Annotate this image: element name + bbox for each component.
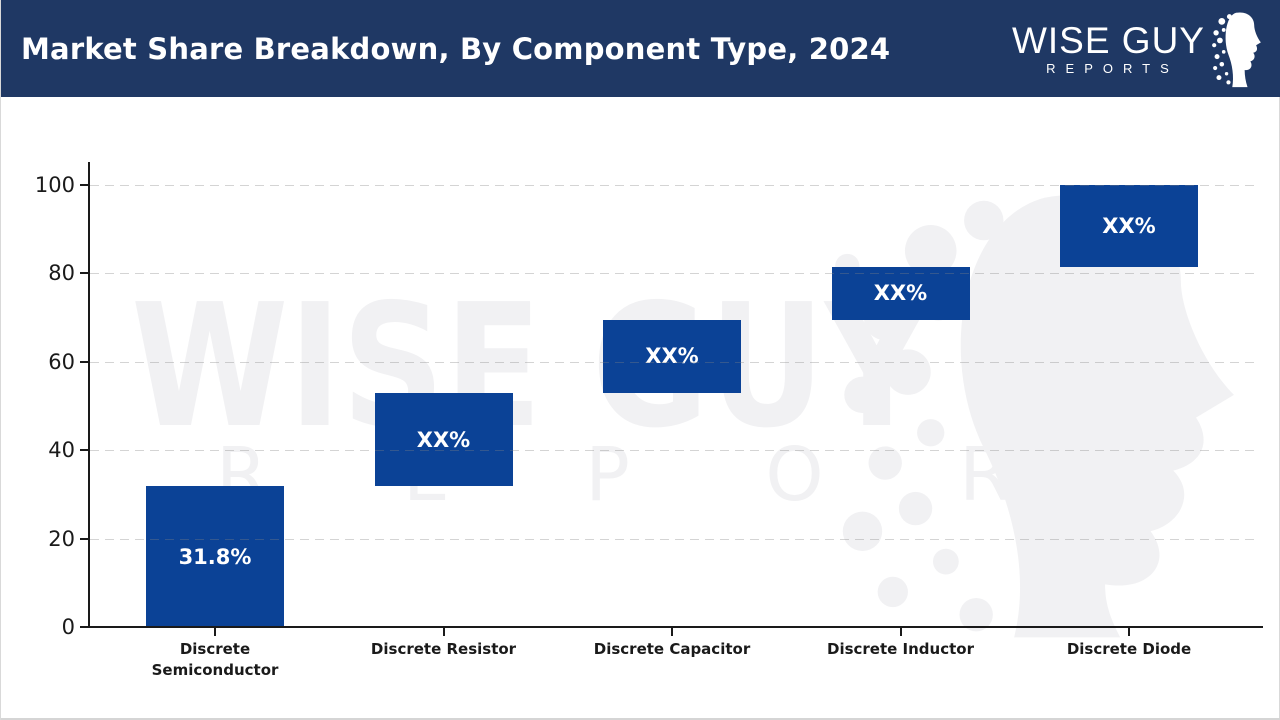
gridline bbox=[90, 273, 1260, 275]
bar-value-label: XX% bbox=[645, 344, 699, 369]
y-tick-mark bbox=[80, 449, 88, 452]
header-bar: Market Share Breakdown, By Component Typ… bbox=[1, 0, 1280, 97]
gridline bbox=[90, 361, 1260, 363]
gridline bbox=[90, 450, 1260, 452]
y-tick-label: 60 bbox=[48, 349, 75, 374]
bar-segment: XX% bbox=[374, 392, 513, 487]
x-category-label: Discrete Resistor bbox=[370, 640, 517, 658]
y-tick-mark bbox=[80, 537, 88, 540]
x-tick-mark bbox=[214, 628, 216, 636]
brand-logo-subtext: REPORTS bbox=[1046, 61, 1179, 77]
x-category-label: Discrete Diode bbox=[1066, 640, 1192, 658]
x-category-label: Discrete Inductor bbox=[827, 640, 974, 658]
x-category-label: Discrete Capacitor bbox=[593, 640, 751, 658]
y-tick-label: 0 bbox=[61, 615, 75, 639]
brand-logo: WISE GUY REPORTS bbox=[1012, 8, 1267, 90]
y-tick-mark bbox=[80, 272, 88, 275]
x-tick-mark bbox=[442, 628, 445, 636]
y-tick-mark bbox=[80, 360, 88, 363]
watermark-wordmark: WISE GUY bbox=[131, 268, 929, 466]
page-title: Market Share Breakdown, By Component Typ… bbox=[21, 31, 891, 66]
x-tick-mark bbox=[671, 628, 673, 636]
x-tick-mark bbox=[899, 628, 902, 636]
bar-segment: XX% bbox=[1060, 185, 1198, 267]
brand-logo-face-icon bbox=[1212, 12, 1261, 88]
y-tick-label: 80 bbox=[48, 261, 75, 286]
gridline bbox=[90, 538, 1260, 540]
brand-logo-wordmark: WISE GUY bbox=[1011, 19, 1205, 61]
gridline bbox=[90, 185, 1260, 186]
bar-segment: 31.8% bbox=[146, 486, 284, 627]
x-axis-line bbox=[87, 626, 1263, 628]
y-tick-label: 40 bbox=[48, 438, 75, 463]
y-tick-label: 20 bbox=[48, 526, 75, 551]
bar-value-label: 31.8% bbox=[178, 544, 252, 569]
figure-bottom-border bbox=[1, 718, 1280, 720]
y-tick-mark bbox=[80, 626, 88, 628]
x-tick-mark bbox=[1128, 628, 1130, 636]
y-tick-mark bbox=[80, 184, 88, 186]
bar-segment: XX% bbox=[831, 266, 970, 320]
bar-value-label: XX% bbox=[1102, 213, 1156, 238]
bar-value-label: XX% bbox=[416, 427, 471, 452]
y-axis-line bbox=[88, 162, 90, 628]
bar-value-label: XX% bbox=[873, 281, 928, 306]
y-tick-label: 100 bbox=[34, 173, 75, 197]
x-category-label: Discrete Semiconductor bbox=[151, 640, 279, 679]
bar-segment: XX% bbox=[603, 319, 741, 393]
